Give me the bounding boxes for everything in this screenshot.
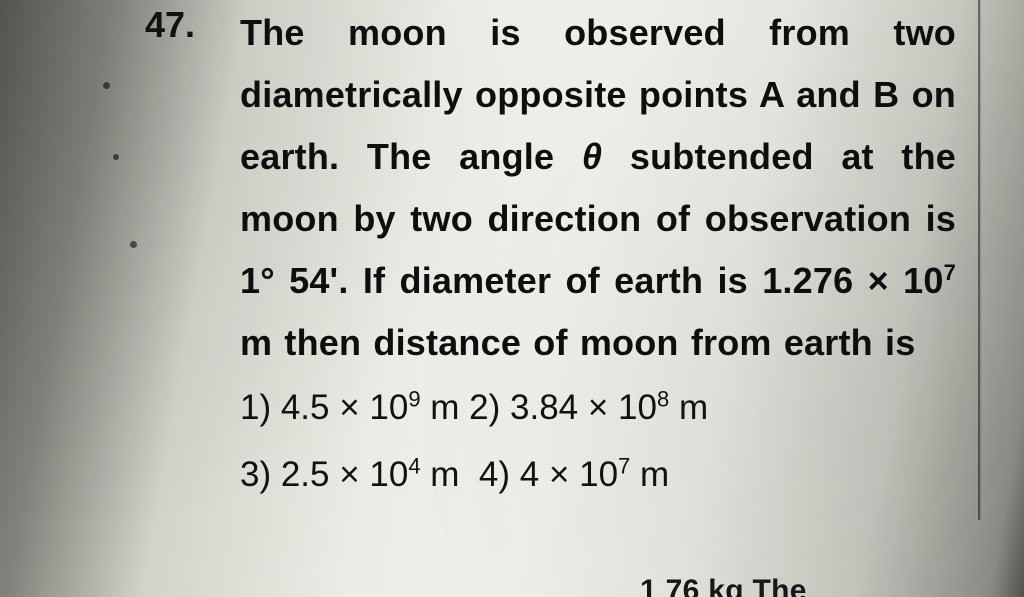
options-line-1: 1) 4.5 × 109 m 2) 3.84 × 108 m	[240, 377, 964, 439]
page-photo-background: 47. The moon is observed from two diamet…	[0, 0, 1024, 597]
print-speck-icon	[113, 154, 119, 160]
cropped-footer-fragment: 1 76 kg The	[640, 574, 807, 597]
print-speck-icon	[130, 241, 137, 248]
question-number: 47.	[145, 4, 195, 46]
print-speck-icon	[103, 82, 110, 89]
right-column-divider	[978, 0, 980, 520]
question-text: The moon is observed from two diametrica…	[240, 2, 956, 373]
question-block: 47. The moon is observed from two diamet…	[145, 2, 964, 506]
options-line-2: 3) 2.5 × 104 m 4) 4 × 107 m	[240, 444, 964, 506]
